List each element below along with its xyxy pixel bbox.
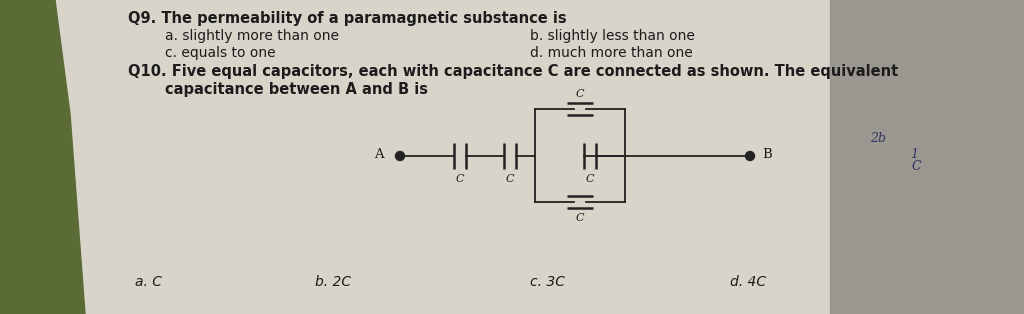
Text: Q9. The permeability of a paramagnetic substance is: Q9. The permeability of a paramagnetic s… xyxy=(128,11,566,26)
Bar xyxy=(830,0,1024,314)
Text: c. equals to one: c. equals to one xyxy=(165,46,275,60)
Text: C: C xyxy=(506,174,514,184)
Text: d. 4C: d. 4C xyxy=(730,275,766,289)
Text: C: C xyxy=(575,213,585,223)
Text: b. 2C: b. 2C xyxy=(315,275,351,289)
Circle shape xyxy=(745,151,755,160)
Text: Q10. Five equal capacitors, each with capacitance C are connected as shown. The : Q10. Five equal capacitors, each with ca… xyxy=(128,64,898,79)
Text: A: A xyxy=(375,148,384,160)
Text: capacitance between A and B is: capacitance between A and B is xyxy=(165,82,428,97)
Text: b. slightly less than one: b. slightly less than one xyxy=(530,29,695,43)
Text: c. 3C: c. 3C xyxy=(530,275,565,289)
Text: C: C xyxy=(586,174,594,184)
Text: a. slightly more than one: a. slightly more than one xyxy=(165,29,339,43)
Text: d. much more than one: d. much more than one xyxy=(530,46,693,60)
Text: C: C xyxy=(912,160,922,172)
Circle shape xyxy=(395,151,404,160)
Text: 2b: 2b xyxy=(870,133,886,145)
Text: C: C xyxy=(456,174,464,184)
Text: a. C: a. C xyxy=(135,275,162,289)
Text: B: B xyxy=(762,148,772,160)
Text: C: C xyxy=(575,89,585,99)
Text: 1: 1 xyxy=(910,148,918,160)
Polygon shape xyxy=(0,0,85,314)
